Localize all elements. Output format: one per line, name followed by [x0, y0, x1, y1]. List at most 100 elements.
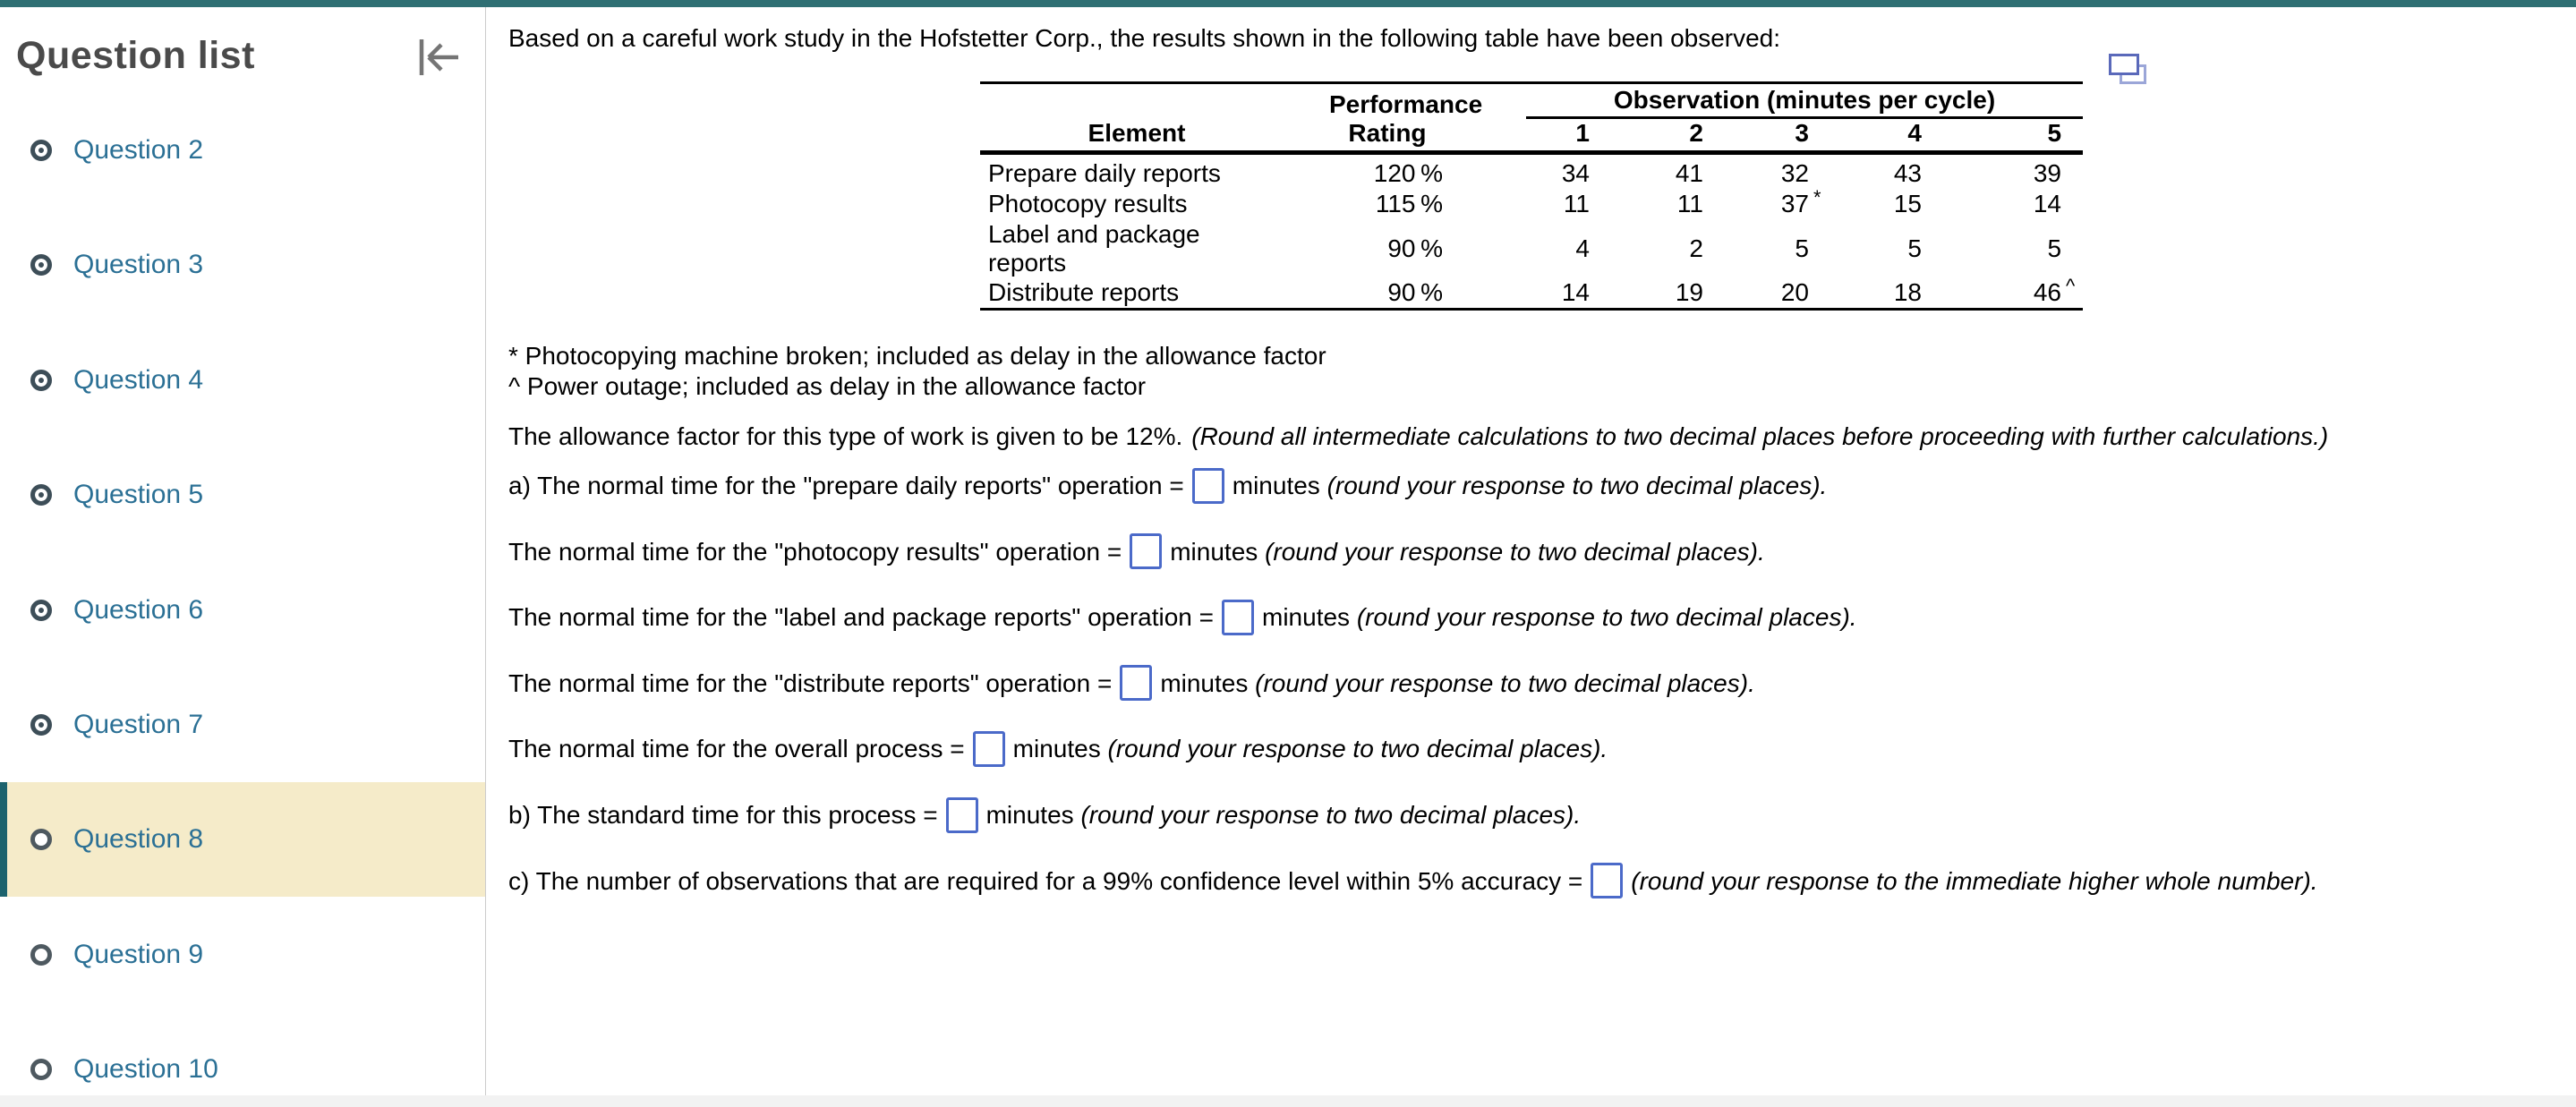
- allowance-rounding-note: (Round all intermediate calculations to …: [1191, 422, 2329, 450]
- performance-rating-value: 90 %: [1387, 234, 1443, 262]
- question-link-label: Question 5: [73, 480, 204, 509]
- answer-input[interactable]: [1120, 665, 1153, 702]
- sidebar-item-question-6[interactable]: Question 6: [0, 553, 485, 668]
- performance-rating-value: 115 %: [1375, 189, 1443, 217]
- sidebar-item-question-4[interactable]: Question 4: [0, 323, 485, 438]
- answer-line-6: b) The standard time for this process = m…: [508, 796, 2555, 835]
- radio-unanswered-icon: [30, 829, 52, 850]
- answer-input[interactable]: [1591, 863, 1624, 899]
- sidebar-header: Question list: [0, 7, 485, 81]
- element-name: Prepare daily reports: [987, 158, 1221, 187]
- rounding-note: (round your response to two decimal plac…: [1080, 801, 1582, 830]
- answer-prompt: The normal time for the "label and packa…: [508, 603, 1214, 632]
- allowance-text: The allowance factor for this type of wo…: [508, 422, 1183, 450]
- collapse-left-icon: [419, 39, 458, 75]
- table-header-spacer: [980, 83, 1267, 119]
- question-link-label: Question 4: [73, 365, 204, 395]
- table-header-obs-4: 4: [1812, 118, 1925, 155]
- performance-rating-value: 90 %: [1387, 277, 1443, 306]
- rounding-note: (round your response to the immediate hi…: [1631, 866, 2318, 895]
- answer-input[interactable]: [945, 796, 978, 833]
- table-header-element: Element: [979, 118, 1267, 155]
- answer-lines: a) The normal time for the "prepare dail…: [508, 467, 2555, 901]
- answer-prompt: b) The standard time for this process =: [508, 801, 938, 830]
- performance-rating-value: 120 %: [1373, 158, 1443, 187]
- answer-prompt: The normal time for the "distribute repo…: [508, 668, 1113, 697]
- observation-value: 11: [1676, 189, 1703, 217]
- sidebar-item-question-8[interactable]: Question 8: [0, 782, 485, 897]
- table-row: Prepare daily reports 120 % 34 41 32 43 39: [980, 152, 2083, 188]
- observation-value: 14: [1561, 277, 1590, 306]
- table-row: Distribute reports 90 % 14 19 20 18 46 ^: [980, 274, 2083, 310]
- question-link-label: Question 2: [73, 135, 204, 165]
- question-link-label: Question 8: [73, 824, 204, 854]
- radio-answered-icon: [30, 254, 52, 276]
- question-link-label: Question 3: [73, 250, 204, 279]
- question-list: Question 2 Question 3 Question 4 Question 5…: [0, 7, 485, 1095]
- answer-line-7: c) The number of observations that are r…: [508, 863, 2555, 901]
- top-accent-bar: [0, 0, 2576, 7]
- question-panel: Based on a careful work study in the Hof…: [487, 7, 2576, 1095]
- observation-value: 20: [1780, 277, 1809, 306]
- bottom-strip: [0, 1095, 2576, 1107]
- observation-value: 34: [1561, 158, 1590, 187]
- sidebar-item-question-3[interactable]: Question 3: [0, 208, 485, 322]
- observation-value: 14: [2033, 189, 2062, 217]
- observation-value: 5: [2047, 234, 2062, 262]
- observation-value: 11: [1563, 189, 1590, 217]
- observation-value: 43: [1893, 158, 1922, 187]
- observation-value: 39: [2033, 158, 2062, 187]
- answer-line-5: The normal time for the overall process …: [508, 731, 2555, 769]
- question-link-label: Question 7: [73, 710, 204, 739]
- observation-table: Performance Observation (minutes per cyc…: [979, 81, 2084, 311]
- sidebar-item-question-7[interactable]: Question 7: [0, 668, 485, 782]
- observation-value: 41: [1675, 158, 1703, 187]
- table-header-obs-3: 3: [1706, 118, 1813, 155]
- observation-value: 46 ^: [2033, 274, 2076, 306]
- element-name: Distribute reports: [987, 277, 1180, 306]
- copy-table-icon[interactable]: [2109, 54, 2150, 86]
- radio-unanswered-icon: [30, 1059, 52, 1080]
- table-row: Photocopy results 115 % 11 11 37 * 15 14: [980, 185, 2083, 220]
- radio-answered-icon: [30, 370, 52, 391]
- answer-line-4: The normal time for the "distribute repo…: [508, 665, 2555, 703]
- element-name: Label and package reports: [987, 219, 1200, 277]
- answer-input[interactable]: [1130, 533, 1163, 570]
- answer-line-2: The normal time for the "photocopy resul…: [508, 533, 2555, 572]
- table-header-obs-2: 2: [1592, 118, 1707, 155]
- observation-value: 5: [1907, 234, 1922, 262]
- observation-value: 37 *: [1780, 185, 1821, 217]
- collapse-sidebar-button[interactable]: [417, 38, 462, 81]
- rounding-note: (round your response to two decimal plac…: [1107, 735, 1608, 763]
- answer-unit: minutes: [1012, 735, 1108, 763]
- table-header-obs-1: 1: [1445, 118, 1593, 155]
- answer-unit: minutes: [985, 801, 1081, 830]
- question-list-sidebar: Question 2 Question 3 Question 4 Question 5…: [0, 7, 486, 1095]
- sidebar-item-question-2[interactable]: Question 2: [0, 93, 485, 208]
- answer-prompt: The normal time for the "photocopy resul…: [508, 537, 1122, 566]
- question-link-label: Question 6: [73, 595, 204, 625]
- answer-unit: minutes: [1262, 603, 1357, 632]
- answer-input[interactable]: [1222, 599, 1254, 635]
- sidebar-item-question-9[interactable]: Question 9: [0, 898, 485, 1012]
- table-header-observation-group: Observation (minutes per cycle): [1446, 83, 2084, 119]
- answer-prompt: a) The normal time for the "prepare dail…: [508, 472, 1184, 499]
- table-header-rating: Rating: [1266, 118, 1446, 155]
- rounding-note: (round your response to two decimal plac…: [1255, 668, 1755, 697]
- table-header-observation: Observation (minutes per cycle): [1525, 86, 2084, 119]
- copy-icon-front-rect: [2109, 54, 2139, 75]
- question-link-label: Question 10: [73, 1054, 218, 1084]
- sidebar-item-question-10[interactable]: Question 10: [0, 1012, 485, 1095]
- radio-answered-icon: [30, 484, 52, 506]
- answer-input[interactable]: [972, 731, 1005, 768]
- answer-input[interactable]: [1191, 467, 1224, 504]
- radio-answered-icon: [30, 140, 52, 161]
- radio-answered-icon: [30, 600, 52, 621]
- answer-unit: minutes: [1160, 668, 1256, 697]
- observation-value: 5: [1795, 234, 1809, 262]
- answer-prompt: The normal time for the overall process …: [508, 735, 965, 763]
- observation-value: 19: [1675, 277, 1703, 306]
- sidebar-item-question-5[interactable]: Question 5: [0, 438, 485, 552]
- answer-line-3: The normal time for the "label and packa…: [508, 599, 2555, 637]
- rounding-note: (round your response to two decimal plac…: [1265, 537, 1765, 566]
